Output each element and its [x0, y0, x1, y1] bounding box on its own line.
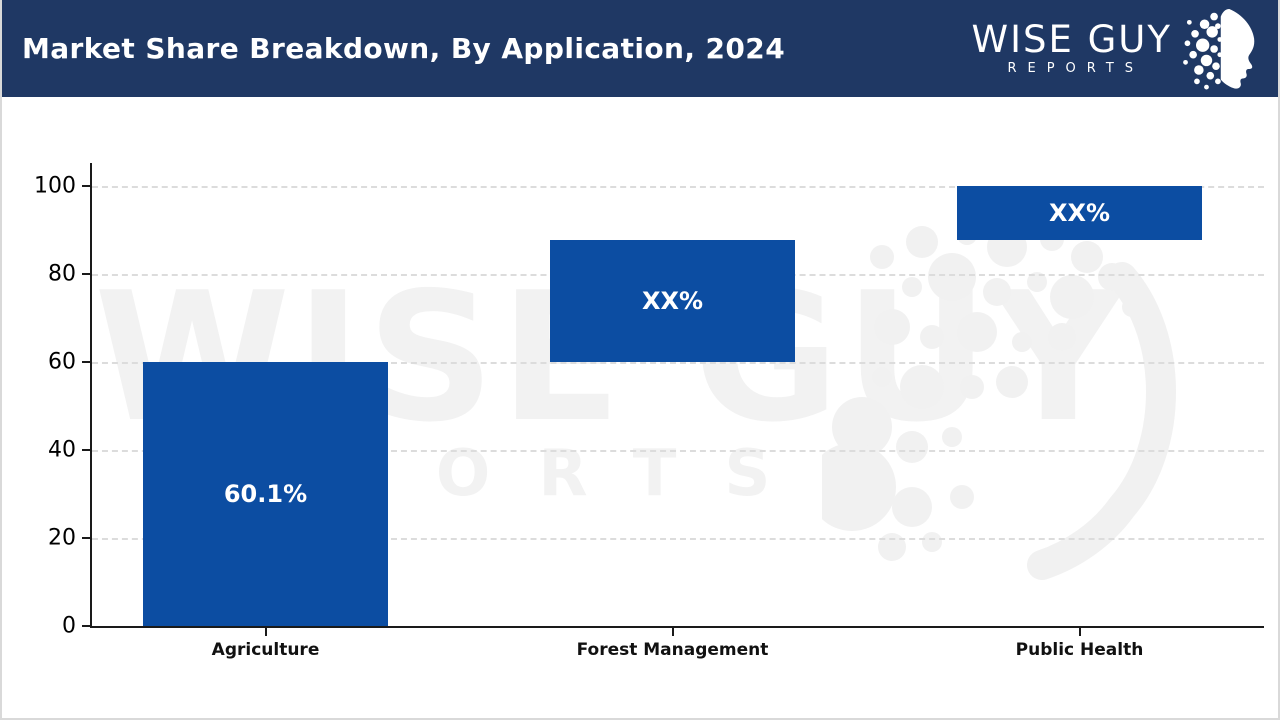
y-tick-mark	[82, 361, 90, 363]
y-tick-mark	[82, 625, 90, 627]
gridline-20	[92, 538, 1264, 540]
header-banner: Market Share Breakdown, By Application, …	[2, 0, 1278, 97]
bar-public-health: XX%	[957, 186, 1202, 240]
y-axis-spine	[90, 163, 92, 626]
gridline-100	[92, 186, 1264, 188]
y-tick-label: 40	[48, 437, 76, 463]
logo-text: WISE GUY REPORTS	[972, 21, 1172, 76]
y-tick-mark	[82, 273, 90, 275]
bar-agriculture: 60.1%	[143, 361, 388, 626]
category-label-forest-management: Forest Management	[576, 640, 769, 660]
bar-value-label: 60.1%	[223, 479, 308, 508]
y-tick-label: 100	[34, 173, 76, 199]
bar-value-label: XX%	[1048, 198, 1111, 227]
gridline-60	[92, 362, 1264, 364]
wise-guy-logo: WISE GUY REPORTS	[972, 6, 1256, 92]
y-tick-mark	[82, 185, 90, 187]
y-tick-label: 0	[62, 613, 76, 639]
page-title: Market Share Breakdown, By Application, …	[22, 32, 786, 65]
x-axis-spine	[90, 626, 1264, 628]
y-tick-mark	[82, 537, 90, 539]
bar-forest-management: XX%	[550, 239, 795, 362]
x-tick-mark	[264, 628, 267, 636]
y-tick-mark	[82, 449, 90, 451]
gridline-40	[92, 450, 1264, 452]
logo-subtitle: REPORTS	[1007, 61, 1145, 76]
wiseguy-head-icon	[1183, 8, 1255, 89]
market-share-chart: WISE GUY REPORTS 60.1% XX% XX% 0 20 40 60 80 10…	[2, 97, 1278, 718]
x-tick-mark	[671, 628, 674, 636]
category-label-agriculture: Agriculture	[211, 640, 320, 660]
y-tick-label: 80	[48, 261, 76, 287]
y-tick-label: 60	[48, 349, 76, 375]
x-tick-mark	[1078, 628, 1081, 636]
bar-value-label: XX%	[641, 286, 704, 315]
y-tick-label: 20	[48, 525, 76, 551]
logo-wordmark: WISE GUY	[971, 18, 1172, 61]
category-label-public-health: Public Health	[1015, 640, 1144, 660]
